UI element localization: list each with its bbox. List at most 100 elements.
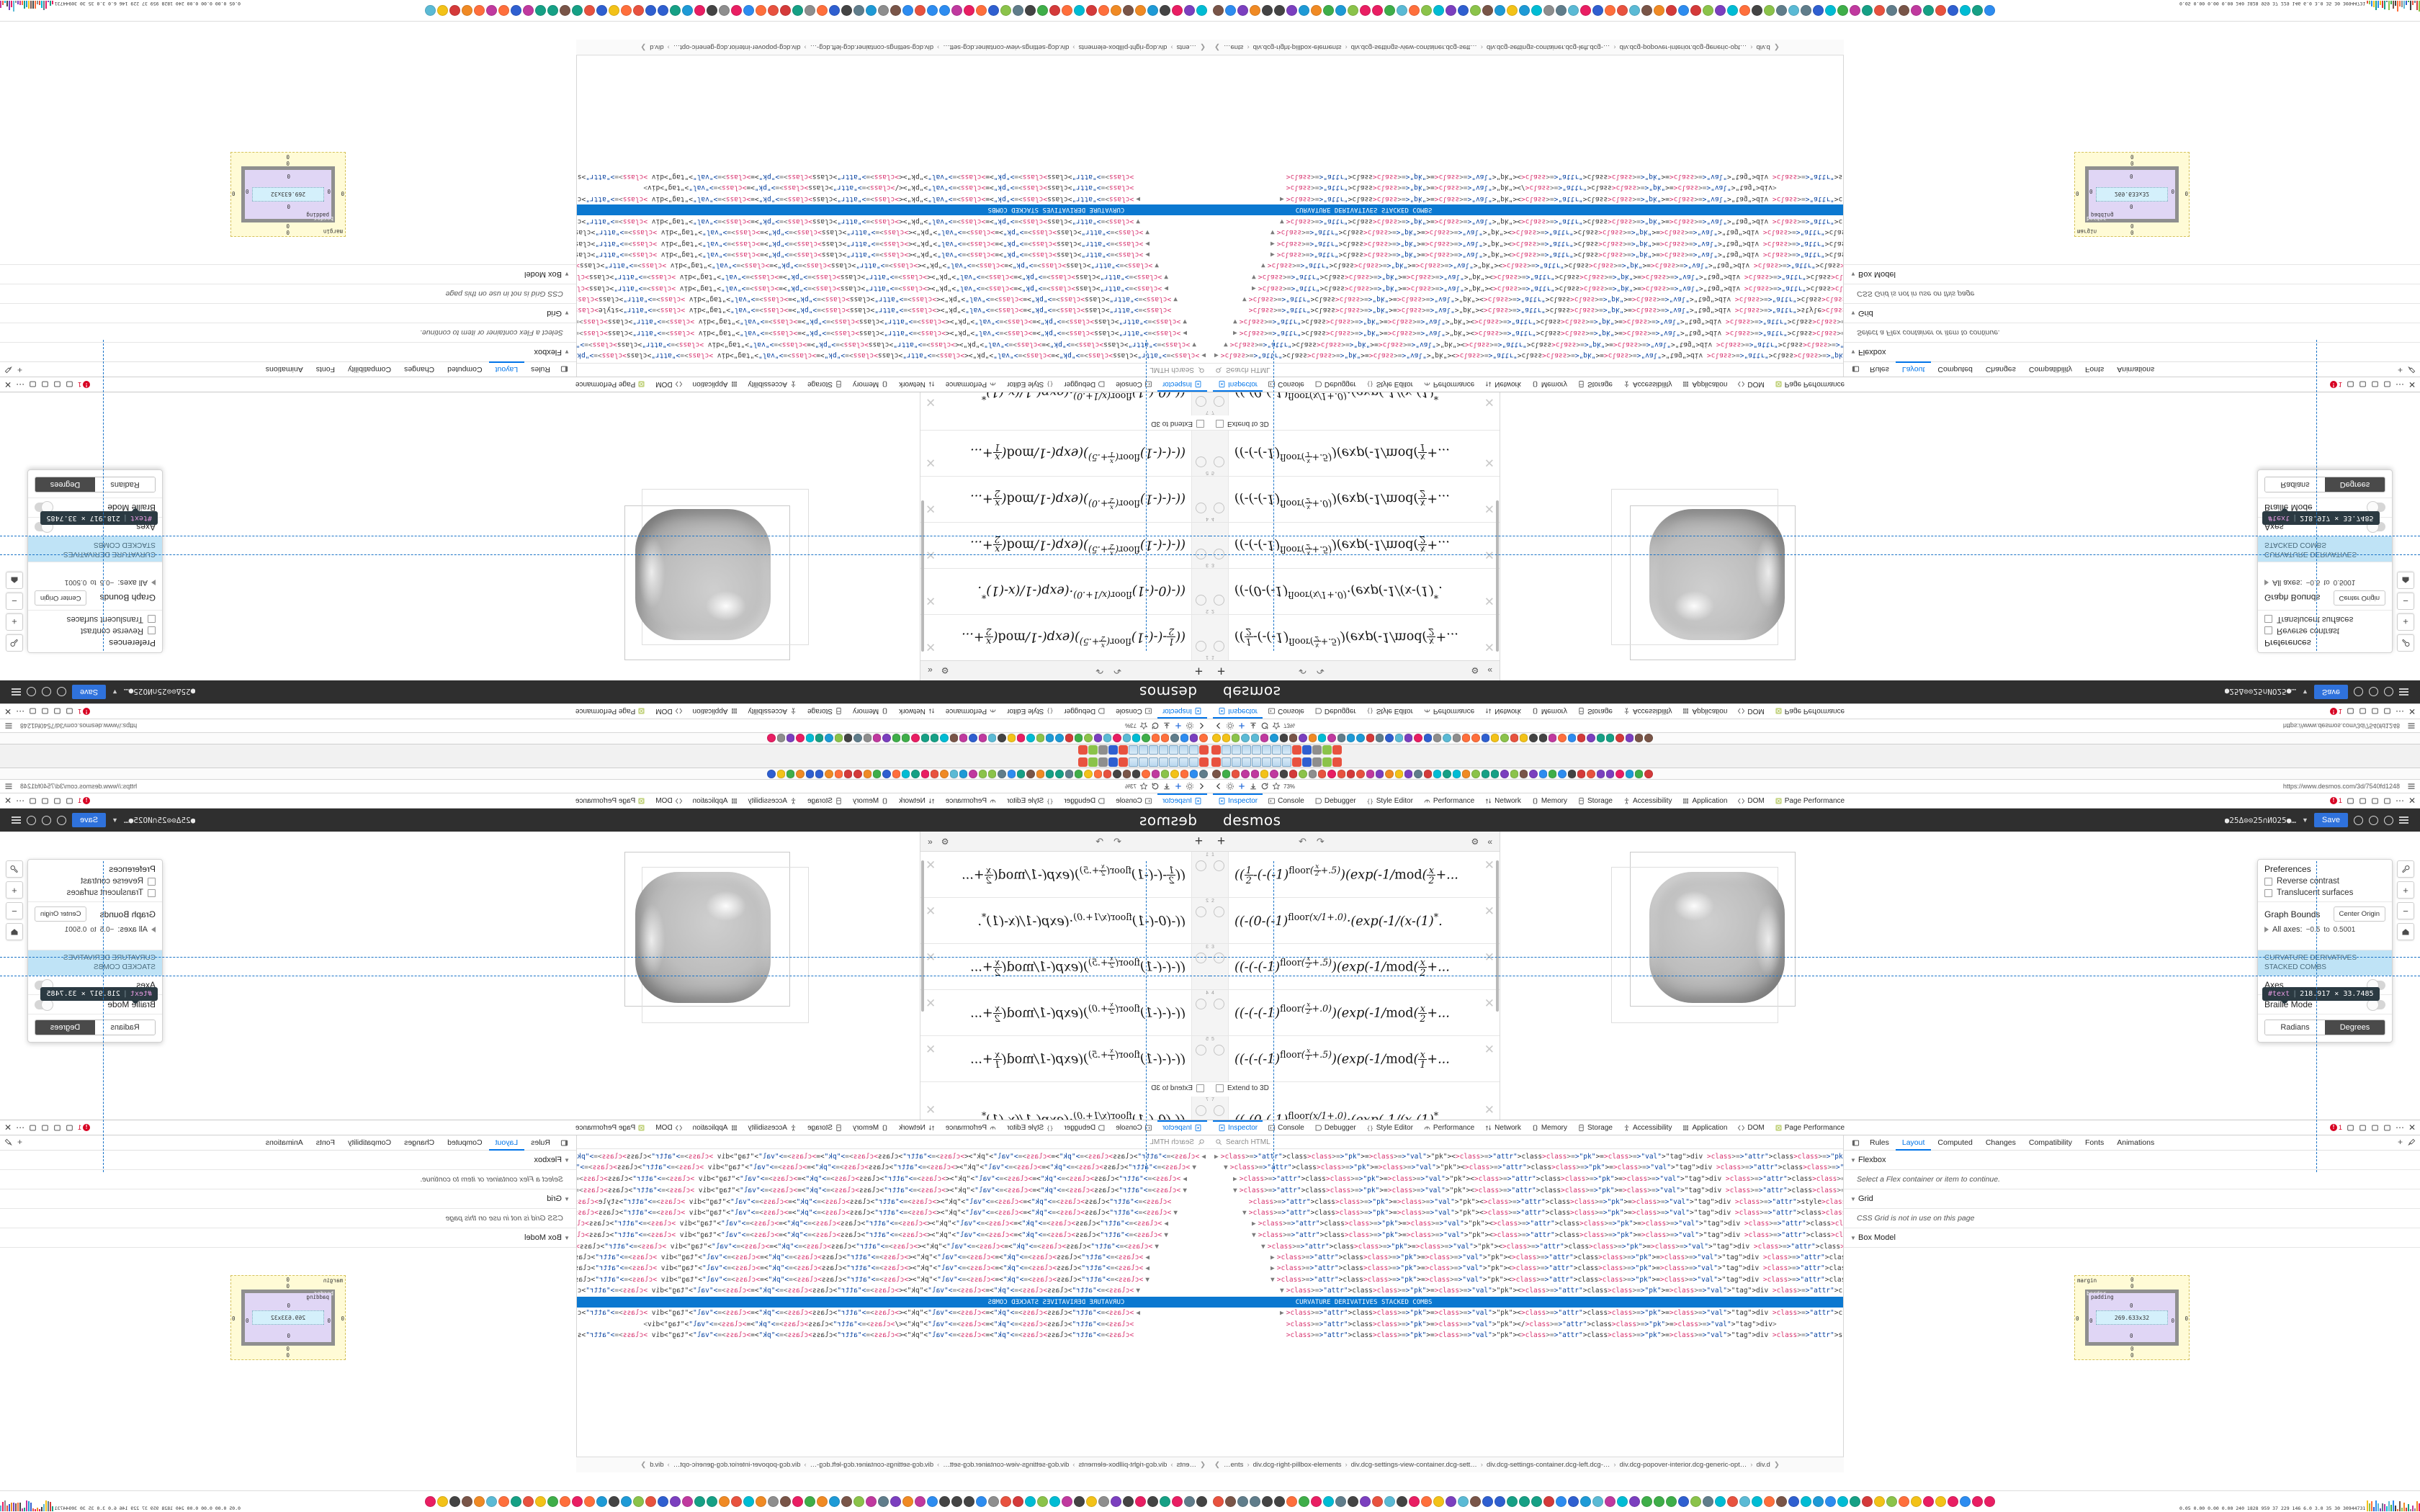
devtools-tab-accessibility[interactable]: Accessibility (743, 793, 802, 809)
taskbar-icon[interactable] (1172, 1496, 1183, 1507)
browser-tab[interactable] (1404, 769, 1412, 778)
checkbox-icon[interactable] (1196, 1084, 1204, 1092)
expression-row[interactable]: 5 ((-(-(-1)floor(x 1 +.5))(exp(-1/mod(x 1 +..… (920, 1036, 1210, 1082)
taskbar-icon[interactable] (829, 1496, 840, 1507)
browser-tab[interactable] (1327, 734, 1336, 743)
browser-tab[interactable] (892, 769, 900, 778)
sidebar-pane-toggle-icon[interactable] (557, 1139, 572, 1147)
dom-node-line[interactable]: ▶>class>=>"attr">class>class>=>"pk">=>cl… (1210, 1263, 1843, 1274)
devtools-tab-page-performance[interactable]: Page Performance (1770, 1120, 1850, 1135)
browser-tab[interactable] (998, 734, 1006, 743)
taskbar-icon[interactable] (1752, 1496, 1762, 1507)
devtools-tab-application[interactable]: Application (688, 1120, 743, 1135)
browser-tab[interactable] (1644, 734, 1653, 743)
browser-tab[interactable] (950, 734, 958, 743)
taskbar-icon[interactable] (719, 5, 730, 16)
taskbar-icon[interactable] (449, 1496, 460, 1507)
eyedropper-icon[interactable] (2408, 366, 2416, 374)
expand-twisty-icon[interactable] (1136, 173, 1140, 181)
browser-tab[interactable] (1065, 734, 1073, 743)
taskbar-icon[interactable] (1715, 5, 1726, 16)
expression-row[interactable]: 7((-(0-(-1)floor(x/1+.0)·(exp(-1/(x-(1)*… (920, 392, 1210, 415)
expression-row[interactable]: 4 ((-(-(-1)floor(x 2 +.0))(exp(-1/mod(x 2 +..… (920, 990, 1210, 1036)
dom-node-line[interactable]: ▼>class>=>"attr">class>class>=>"pk">=>cl… (577, 1162, 1210, 1174)
browser-tab[interactable] (1510, 734, 1518, 743)
browser-tab[interactable] (1161, 769, 1169, 778)
browser-tab[interactable] (1453, 734, 1461, 743)
dock-icon[interactable] (1078, 757, 1088, 767)
expand-twisty-icon[interactable]: ▼ (1252, 272, 1256, 281)
browser-tab[interactable] (988, 734, 996, 743)
dock-icon[interactable] (1211, 757, 1221, 767)
taskbar-icon[interactable] (1617, 1496, 1628, 1507)
expand-twisty-icon[interactable]: ▼ (1261, 261, 1265, 270)
share-icon[interactable] (57, 815, 66, 825)
inspector-sidebar[interactable]: Rules Layout Computed Changes Compatibility F… (1844, 40, 2420, 377)
taskbar-icon[interactable] (1348, 1496, 1358, 1507)
taskbar-icon[interactable] (780, 1496, 791, 1507)
taskbar-icon[interactable] (1286, 1496, 1297, 1507)
taskbar-icon[interactable] (1543, 1496, 1554, 1507)
breadcrumb-item[interactable]: div.dcg-settings-container.dcg-left.dcg-… (1486, 1461, 1610, 1469)
dom-node-line[interactable]: ▶>class>=>"attr">class>class>=>"pk">=>cl… (577, 1309, 1140, 1318)
devtools-tab-inspector[interactable]: Inspector (1157, 704, 1207, 719)
browser-tab[interactable] (911, 769, 920, 778)
browser-tab[interactable] (1462, 734, 1470, 743)
checkbox-icon[interactable] (148, 615, 156, 624)
taskbar-icon[interactable] (584, 5, 595, 16)
devtools-tab-style-editor[interactable]: {} Style Editor (1002, 704, 1059, 719)
taskbar-icon[interactable] (437, 1496, 448, 1507)
browser-tab[interactable] (1094, 734, 1102, 743)
taskbar-icon[interactable] (1123, 1496, 1134, 1507)
browser-tab-strip[interactable] (0, 768, 1210, 780)
taskbar-icon[interactable] (1874, 5, 1885, 16)
dock-icon[interactable] (1119, 745, 1128, 755)
taskbar-icon[interactable] (1000, 5, 1011, 16)
browser-tab[interactable] (1635, 734, 1643, 743)
taskbar-icon[interactable] (1274, 1496, 1285, 1507)
expand-twisty-icon[interactable]: ▶ (1145, 250, 1150, 258)
taskbar-icon[interactable] (964, 1496, 974, 1507)
taskbar-icon[interactable] (523, 1496, 534, 1507)
devtools-tab-performance[interactable]: Performance (1418, 793, 1479, 809)
error-count-badge[interactable]: ! 1 (78, 708, 91, 715)
devtools-tab-dom[interactable]: DOM (650, 1120, 687, 1135)
sidebar-tab-computed[interactable]: Computed (1937, 1138, 1973, 1147)
expression-visibility-toggle[interactable] (1214, 999, 1224, 1009)
dock-icon[interactable] (1098, 745, 1108, 755)
delete-expression-icon[interactable]: ✕ (1484, 950, 1494, 964)
dom-node-line[interactable]: ▶>class>=>"attr">class>class>=>"pk">=>cl… (577, 1174, 1210, 1184)
devtools-tab-style-editor[interactable]: {} Style Editor (1361, 793, 1418, 809)
dock-icon[interactable] (1129, 757, 1138, 767)
sidebar-tab-rules[interactable]: Rules (531, 1138, 550, 1147)
save-button[interactable]: Save (2313, 685, 2348, 699)
inspector-sidebar[interactable]: Rules Layout Computed Changes Compatibility F… (0, 1135, 576, 1472)
browser-tab[interactable] (1549, 734, 1556, 743)
breadcrumb[interactable]: ❮ …ents › div.dcg-right-pillbox-elements › di… (1210, 40, 1844, 55)
expression-row[interactable]: 7((-(0-(-1)floor(x/1+.0)·(exp(-1/(x-(1)*… (1210, 1097, 1500, 1120)
taskbar-icon[interactable] (1225, 5, 1236, 16)
browser-tab[interactable] (1280, 769, 1288, 778)
expression-row[interactable]: 5 ((-(-(-1)floor(x 1 +.5))(exp(-1/mod(x 1 +..… (1210, 1036, 1500, 1082)
taskbar-icon[interactable] (915, 5, 926, 16)
dom-node-line[interactable]: ▼>class>=>"attr">class>class>=>"pk">=>cl… (1261, 1242, 1843, 1251)
browser-tab[interactable] (786, 734, 794, 743)
taskbar-icon[interactable] (1935, 5, 1946, 16)
browser-tab[interactable] (806, 769, 814, 778)
dom-tree[interactable]: ▶>class>=>"attr">class>class>=>"pk">=>cl… (577, 56, 1210, 363)
undo-icon[interactable]: ↶ (1298, 665, 1307, 677)
error-count-badge[interactable]: ! 1 (2329, 708, 2342, 715)
box-model-diagram[interactable]: margin 0 0 0 0 border 0 0 padding 0 0 0 … (230, 1275, 346, 1360)
bookmark-star-icon[interactable] (1272, 782, 1281, 791)
devtools-tab-inspector[interactable]: Inspector (1213, 793, 1263, 809)
dock-icon[interactable] (1262, 745, 1271, 755)
taskbar-icon[interactable] (1507, 5, 1518, 16)
split-console-icon[interactable] (2383, 1124, 2391, 1132)
breadcrumb-item[interactable]: div.dcg-popover-interior.dcg-generic-opt… (1619, 1461, 1747, 1469)
dock-icon[interactable] (1332, 757, 1342, 767)
taskbar-icon[interactable] (1372, 1496, 1383, 1507)
browser-tab[interactable] (825, 734, 833, 743)
gear-icon[interactable]: ⚙ (941, 836, 949, 847)
taskbar-icon[interactable] (1703, 1496, 1713, 1507)
browser-tab[interactable] (1260, 734, 1268, 743)
